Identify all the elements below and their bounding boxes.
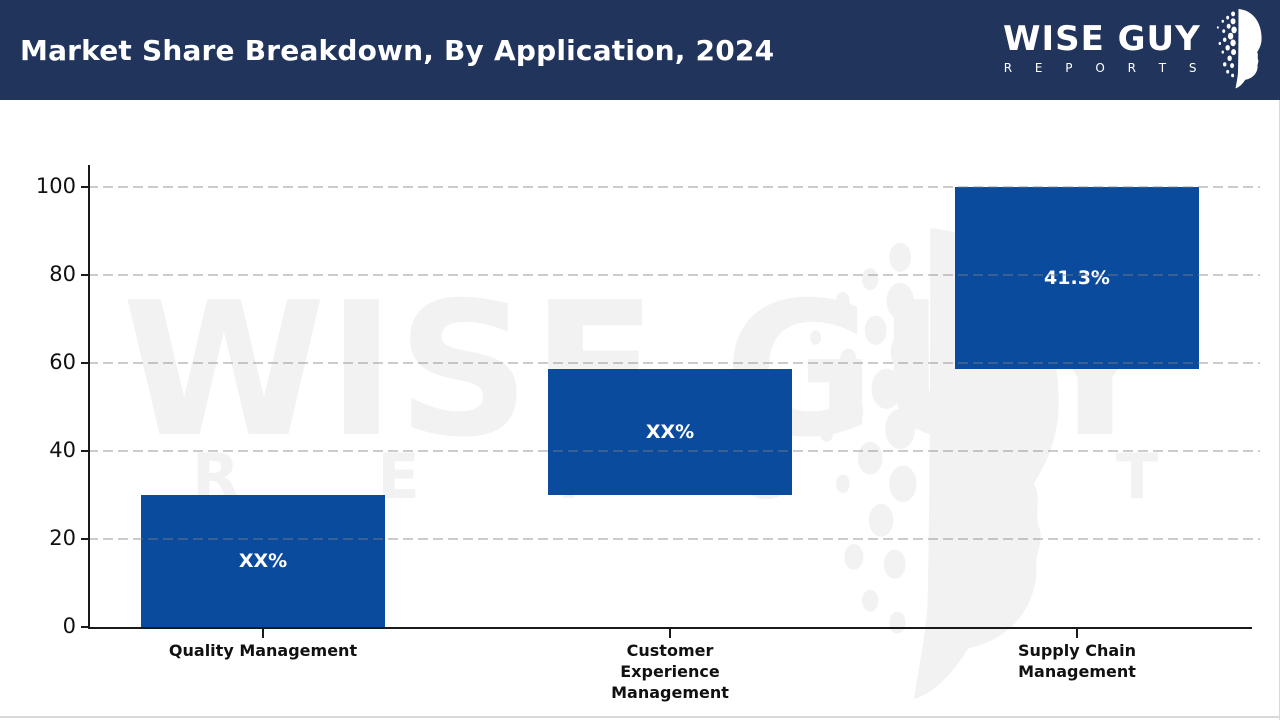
y-tick-label-20: 20 [49,526,76,550]
bar-value-label-2: XX% [645,420,695,443]
category-label-3: Supply Chain Management [1017,641,1137,682]
plot-area: XX% XX% 41.3% [88,165,1260,627]
bar-1: XX% [141,495,385,627]
logo-wordmark: WISE GUY [1002,19,1201,59]
y-axis-line [88,165,90,629]
y-tick-label-100: 100 [35,174,76,198]
logo-face-icon [1216,9,1262,89]
y-tick-label-40: 40 [49,438,76,462]
gridline-40 [88,450,1260,452]
gridline-20 [88,538,1260,540]
logo-subtitle: R E P O R T S [1003,61,1206,75]
header-bar: Market Share Breakdown, By Application, … [0,0,1280,100]
bar-3: 41.3% [955,187,1199,369]
y-tick-label-80: 80 [49,262,76,286]
x-tick-mark-1 [262,629,264,638]
y-tick-label-0: 0 [62,614,76,638]
bar-value-label-1: XX% [238,550,288,572]
y-tick-mark-0 [81,626,89,628]
x-axis-line [88,627,1252,629]
bar-2: XX% [548,368,792,495]
gridline-80 [88,274,1260,276]
y-tick-mark-60 [81,362,89,364]
category-label-2: Customer Experience Management [611,641,729,703]
gridline-60 [88,362,1260,364]
bar-value-label-3: 41.3% [1044,266,1110,289]
gridline-100 [88,186,1260,188]
category-label-1: Quality Management [168,641,358,660]
y-tick-label-60: 60 [49,350,76,374]
y-tick-mark-100 [81,186,89,188]
x-tick-mark-3 [1076,629,1078,638]
y-tick-mark-40 [81,450,89,452]
y-tick-mark-20 [81,538,89,540]
y-tick-mark-80 [81,274,89,276]
bottom-edge-divider [0,716,1280,718]
x-tick-mark-2 [669,629,671,638]
page-title: Market Share Breakdown, By Application, … [20,33,775,67]
wise-guy-logo: WISE GUY R E P O R T S [998,22,1206,75]
